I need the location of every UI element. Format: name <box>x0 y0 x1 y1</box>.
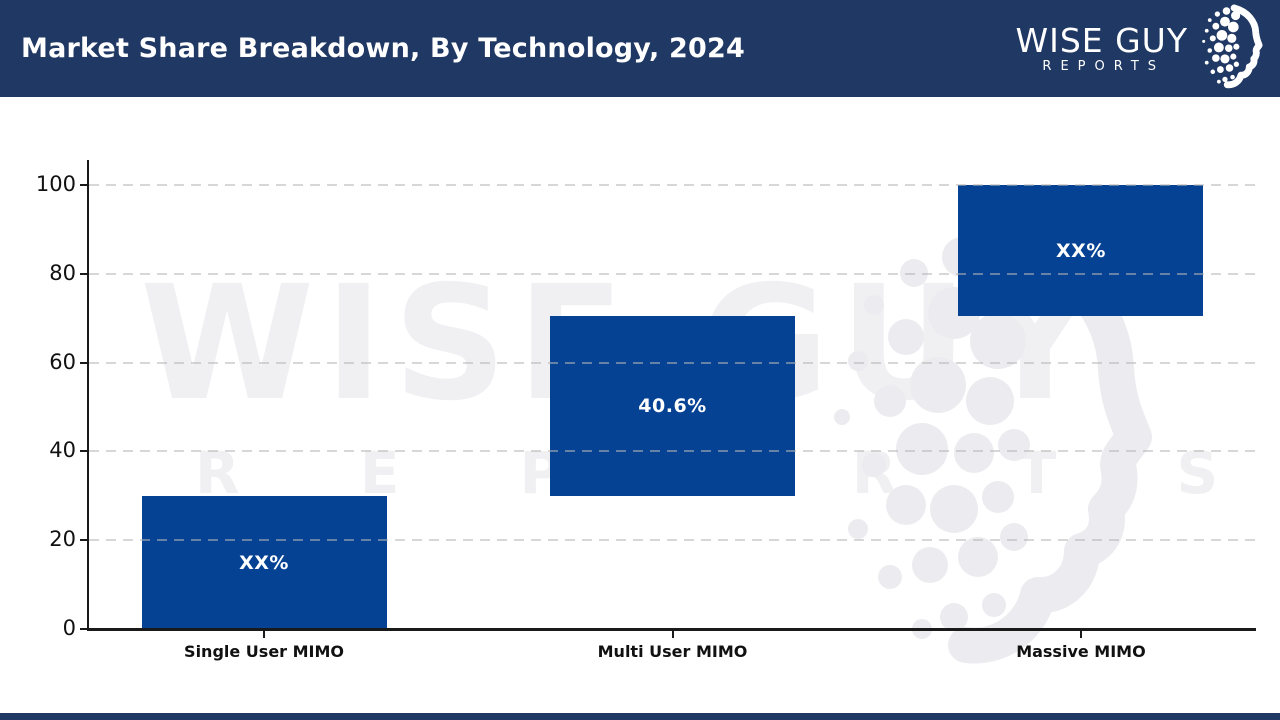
chart-area: WISE GUY R E P O R T S XX%40.6%XX% <box>0 97 1280 713</box>
x-axis-label: Single User MIMO <box>184 642 345 661</box>
y-tick-mark <box>80 628 87 630</box>
page-title: Market Share Breakdown, By Technology, 2… <box>21 33 746 64</box>
x-axis-label: Massive MIMO <box>1016 642 1146 661</box>
gridline <box>89 184 1256 186</box>
bar-value-label: XX% <box>239 551 289 574</box>
face-profile-icon <box>1202 4 1263 89</box>
y-tick-mark <box>80 361 87 364</box>
y-tick-mark <box>80 184 87 186</box>
x-tick-mark <box>671 631 674 638</box>
x-tick-mark <box>1079 631 1082 638</box>
bar-value-label: XX% <box>1056 239 1106 262</box>
x-axis-line <box>87 628 1256 631</box>
bar-3: XX% <box>958 185 1204 316</box>
x-axis-label: Multi User MIMO <box>597 642 748 661</box>
y-tick-label: 0 <box>62 616 76 640</box>
gridline <box>89 450 1256 453</box>
gridline <box>89 272 1256 275</box>
y-tick-mark <box>80 450 87 453</box>
y-tick-label: 60 <box>49 349 76 374</box>
y-tick-label: 100 <box>35 172 76 196</box>
gridline <box>89 361 1256 364</box>
gridline <box>89 539 1256 542</box>
y-tick-label: 20 <box>49 527 76 552</box>
header-bar: Market Share Breakdown, By Technology, 2… <box>0 0 1280 97</box>
brand-name: WISE GUY <box>1015 20 1188 60</box>
brand-logo-text: WISE GUY REPORTS <box>1015 20 1188 75</box>
bar-value-label: 40.6% <box>638 395 707 418</box>
footer-bar <box>0 713 1280 720</box>
brand-subtitle: REPORTS <box>1042 59 1166 75</box>
y-tick-label: 40 <box>49 438 76 463</box>
bar-1: XX% <box>141 496 387 629</box>
x-tick-mark <box>263 631 266 638</box>
y-tick-mark <box>80 539 87 542</box>
brand-logo: WISE GUY REPORTS <box>1015 4 1266 92</box>
y-tick-mark <box>80 272 87 275</box>
plot-area: XX% 40.6% XX% <box>89 184 1256 629</box>
y-axis-line <box>87 160 89 630</box>
bar-2: 40.6% <box>550 316 795 497</box>
y-tick-label: 80 <box>49 260 76 285</box>
